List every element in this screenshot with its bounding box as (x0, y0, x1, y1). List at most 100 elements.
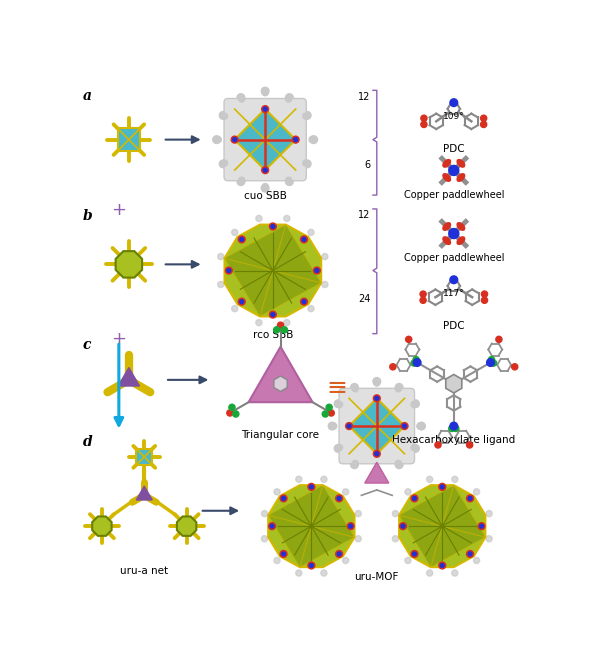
Circle shape (395, 383, 403, 391)
Polygon shape (268, 515, 311, 567)
Circle shape (262, 511, 268, 516)
Circle shape (390, 364, 396, 370)
Circle shape (262, 105, 269, 113)
Circle shape (337, 497, 341, 501)
Circle shape (303, 113, 309, 119)
Circle shape (352, 460, 358, 467)
Circle shape (328, 410, 334, 416)
Circle shape (232, 306, 238, 312)
Text: 24: 24 (358, 294, 371, 304)
Polygon shape (136, 449, 152, 465)
Polygon shape (399, 515, 442, 567)
Circle shape (411, 550, 418, 558)
Polygon shape (311, 485, 355, 537)
Text: d: d (83, 436, 92, 450)
Circle shape (237, 93, 245, 101)
Circle shape (315, 269, 319, 272)
Polygon shape (268, 485, 355, 567)
Circle shape (308, 229, 314, 235)
Circle shape (373, 467, 380, 475)
Ellipse shape (457, 223, 464, 230)
Text: Triangular core: Triangular core (242, 430, 320, 440)
Text: 12: 12 (358, 210, 371, 221)
Circle shape (328, 422, 336, 430)
Circle shape (321, 476, 327, 483)
Circle shape (271, 225, 275, 228)
Circle shape (301, 236, 307, 243)
Circle shape (435, 442, 441, 448)
Polygon shape (446, 375, 462, 393)
Circle shape (473, 558, 479, 564)
Circle shape (403, 424, 406, 428)
Circle shape (227, 410, 233, 416)
Circle shape (490, 360, 497, 366)
Circle shape (310, 564, 313, 568)
Circle shape (481, 297, 488, 304)
Circle shape (420, 291, 426, 297)
Circle shape (262, 90, 268, 95)
Circle shape (374, 466, 380, 472)
Circle shape (473, 489, 479, 495)
FancyBboxPatch shape (224, 99, 306, 181)
Polygon shape (224, 225, 286, 271)
Polygon shape (136, 486, 152, 500)
Circle shape (322, 253, 328, 260)
Polygon shape (235, 109, 296, 170)
Circle shape (440, 564, 444, 568)
Circle shape (375, 452, 379, 455)
Circle shape (256, 215, 262, 221)
Polygon shape (92, 516, 112, 536)
Circle shape (292, 136, 299, 143)
Circle shape (271, 313, 275, 316)
Circle shape (280, 495, 287, 502)
Ellipse shape (443, 174, 451, 181)
Text: ≡: ≡ (326, 375, 347, 400)
Circle shape (232, 229, 238, 235)
Ellipse shape (457, 174, 464, 181)
Circle shape (322, 411, 328, 417)
Polygon shape (224, 258, 273, 316)
Circle shape (229, 404, 235, 410)
Text: 117°: 117° (443, 289, 464, 298)
Circle shape (262, 536, 268, 542)
Circle shape (481, 115, 487, 121)
Circle shape (219, 160, 227, 168)
Circle shape (274, 558, 280, 564)
Circle shape (450, 422, 458, 430)
Text: +: + (112, 330, 127, 348)
Circle shape (343, 558, 349, 564)
Text: 6: 6 (365, 160, 371, 170)
Circle shape (286, 178, 293, 186)
Circle shape (481, 121, 487, 127)
Ellipse shape (443, 160, 451, 167)
Polygon shape (274, 376, 287, 391)
Circle shape (439, 483, 446, 491)
Circle shape (238, 298, 245, 305)
Ellipse shape (443, 223, 451, 230)
Circle shape (373, 450, 380, 457)
Polygon shape (273, 225, 321, 283)
Circle shape (452, 570, 458, 576)
Circle shape (331, 423, 337, 429)
Circle shape (413, 357, 419, 363)
Circle shape (240, 237, 244, 241)
Text: Copper paddlewheel: Copper paddlewheel (404, 253, 504, 263)
Text: PDC: PDC (443, 322, 464, 332)
Circle shape (261, 88, 269, 95)
Circle shape (346, 422, 353, 430)
Circle shape (488, 357, 494, 363)
Circle shape (439, 562, 446, 569)
Text: b: b (83, 209, 92, 223)
Circle shape (405, 558, 411, 564)
Circle shape (302, 300, 306, 304)
Text: PDC: PDC (443, 145, 464, 154)
Circle shape (412, 400, 419, 408)
Circle shape (294, 138, 298, 141)
Polygon shape (260, 271, 321, 316)
Circle shape (308, 562, 315, 569)
Polygon shape (118, 129, 140, 151)
Polygon shape (116, 251, 142, 278)
Circle shape (239, 177, 245, 184)
Polygon shape (349, 398, 404, 453)
Circle shape (337, 401, 343, 408)
